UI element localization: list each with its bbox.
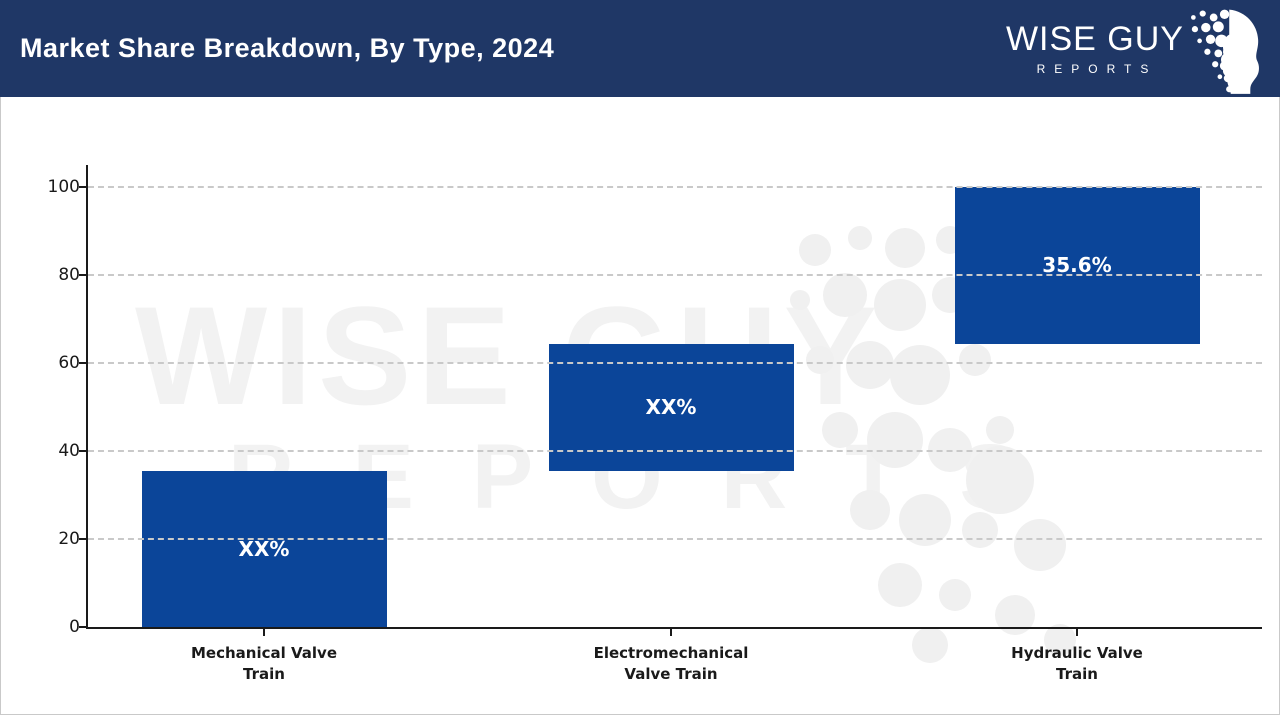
y-tick-mark (79, 450, 86, 452)
watermark-dot (885, 228, 925, 268)
category-label-line: Mechanical Valve (191, 644, 337, 662)
category-label-line: Electromechanical (593, 644, 749, 662)
gridline-y40 (88, 450, 1262, 452)
watermark-dot (986, 416, 1014, 444)
category-label: Mechanical Valve Train (191, 643, 337, 685)
watermark-dot (806, 346, 834, 374)
watermark-dot (939, 579, 971, 611)
y-tick-mark (79, 538, 86, 540)
watermark-dot (966, 446, 1034, 514)
watermark-dot (912, 627, 948, 663)
watermark-dot (874, 279, 926, 331)
logo-subtitle: REPORTS (1036, 62, 1158, 76)
x-tick-mark (1076, 629, 1078, 636)
logo-wordmark: WISE GUY (1005, 20, 1184, 58)
bar-value-label: XX% (645, 395, 697, 420)
watermark-dot (850, 490, 890, 530)
category-label-line: Train (1056, 665, 1098, 683)
category-label-line: Train (243, 665, 285, 683)
x-tick-mark (670, 629, 672, 636)
logo-head-icon (1191, 9, 1259, 94)
watermark-dot (890, 345, 950, 405)
x-axis-line (86, 627, 1262, 629)
gridline-y60 (88, 362, 1262, 364)
watermark-dot (959, 344, 991, 376)
y-tick-label: 40 (58, 441, 80, 461)
watermark-dot (878, 563, 922, 607)
watermark-dot (899, 494, 951, 546)
y-tick-label: 60 (58, 353, 80, 373)
y-tick-label: 100 (47, 177, 80, 197)
y-tick-label: 0 (69, 617, 80, 637)
y-axis-line (86, 165, 88, 629)
watermark-dot (867, 412, 923, 468)
category-label-line: Valve Train (624, 665, 718, 683)
watermark-dot (1044, 624, 1076, 656)
gridline-y100 (88, 186, 1262, 188)
y-tick-mark (79, 362, 86, 364)
y-tick-mark (79, 274, 86, 276)
y-tick-label: 80 (58, 265, 80, 285)
watermark-dot (822, 412, 858, 448)
watermark-dot (799, 234, 831, 266)
bar-segment-2 (548, 343, 794, 472)
watermark-dot (1014, 519, 1066, 571)
waterfall-chart: 0 20 40 60 80 100 XX% Mechanical Valve Train XX% E… (48, 165, 1262, 683)
watermark-dot (962, 512, 998, 548)
y-tick-mark (79, 186, 86, 188)
gridline-y80 (88, 274, 1262, 276)
category-label: Electromechanical Valve Train (594, 643, 749, 685)
category-label: Hydraulic Valve Train (1011, 643, 1143, 685)
bar-segment-1 (141, 471, 387, 627)
y-tick-mark (79, 626, 86, 628)
bar-segment-3 (954, 187, 1200, 344)
bar-value-label: 35.6% (1042, 253, 1112, 278)
wise-guy-logo: WISE GUY REPORTS (1006, 6, 1262, 94)
y-tick-label: 20 (58, 529, 80, 549)
logo-text: WISE GUY REPORTS (1006, 20, 1184, 76)
gridline-y20 (88, 538, 1262, 540)
watermark-dot (823, 273, 867, 317)
watermark-dot (846, 341, 894, 389)
watermark-dot (790, 290, 810, 310)
x-tick-mark (263, 629, 265, 636)
category-label-line: Hydraulic Valve (1011, 644, 1143, 662)
bar-value-label: XX% (238, 537, 290, 562)
header-bar: Market Share Breakdown, By Type, 2024 WI… (0, 0, 1280, 97)
watermark-dot (848, 226, 872, 250)
page-title: Market Share Breakdown, By Type, 2024 (20, 33, 555, 63)
